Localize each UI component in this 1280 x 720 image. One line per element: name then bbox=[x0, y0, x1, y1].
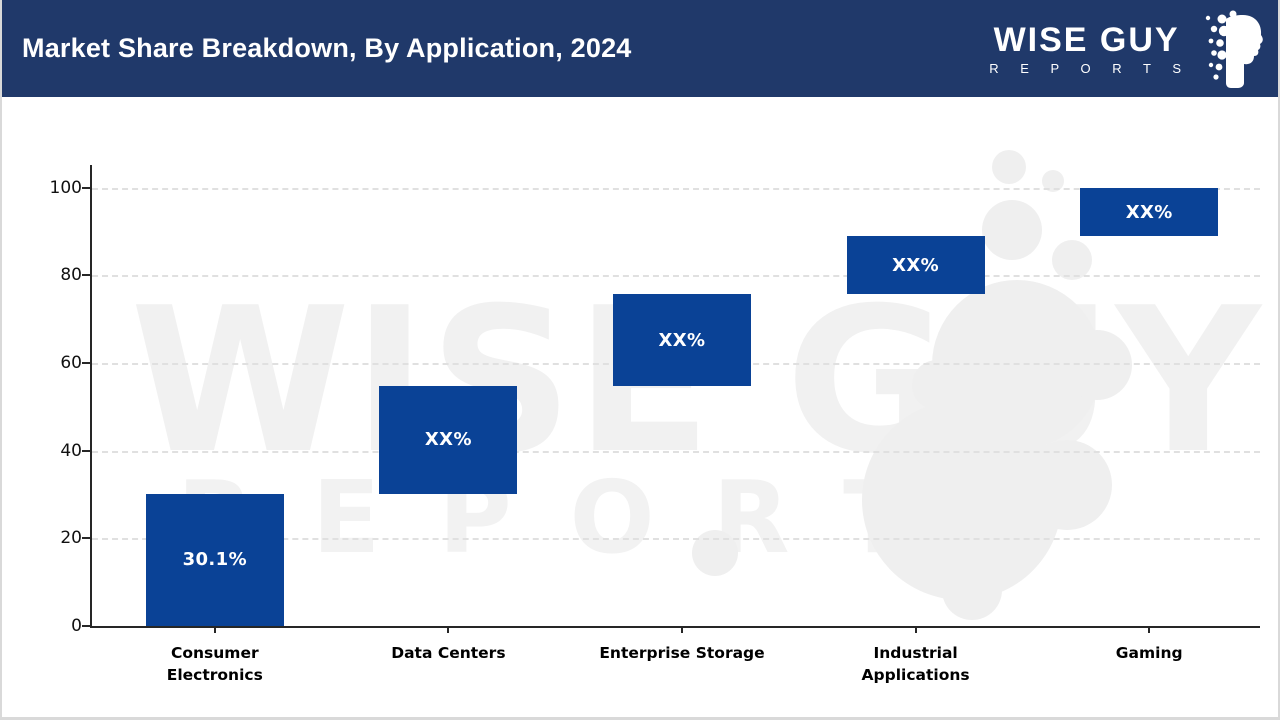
bar-value-label: XX% bbox=[1125, 201, 1173, 223]
bar-value-label: XX% bbox=[892, 254, 940, 276]
brand-subtitle: R E P O R T S bbox=[989, 60, 1190, 76]
x-axis-category-label: Consumer Electronics bbox=[166, 644, 263, 684]
y-axis-tick bbox=[82, 449, 90, 452]
brand-name: WISE GUY bbox=[993, 20, 1180, 59]
bar-value-label: 30.1% bbox=[182, 549, 248, 571]
gridline bbox=[92, 538, 1260, 541]
y-axis-tick bbox=[82, 274, 90, 277]
bar-segment: 30.1% bbox=[145, 494, 284, 626]
gridline bbox=[92, 275, 1260, 278]
y-axis-tick bbox=[82, 186, 90, 189]
y-axis-tick bbox=[82, 537, 90, 540]
bar-segment: XX% bbox=[613, 294, 751, 386]
gridline bbox=[92, 187, 1260, 190]
bar-segment: XX% bbox=[379, 385, 518, 494]
page-title: Market Share Breakdown, By Application, … bbox=[22, 33, 632, 63]
y-axis-tick-label: 40 bbox=[60, 440, 82, 461]
x-axis-category-label: Data Centers bbox=[391, 644, 506, 662]
x-axis-tick bbox=[1148, 626, 1151, 633]
x-axis-category-label: Gaming bbox=[1115, 644, 1183, 662]
bar-segment: XX% bbox=[1080, 188, 1219, 236]
x-axis-tick bbox=[447, 626, 450, 633]
header-bar: Market Share Breakdown, By Application, … bbox=[2, 0, 1278, 97]
brand-logo: WISE GUY R E P O R T S bbox=[983, 9, 1264, 89]
y-axis-tick-label: 60 bbox=[60, 352, 82, 373]
y-axis-tick-label: 100 bbox=[49, 177, 82, 198]
bar-segment: XX% bbox=[846, 235, 985, 295]
brand-logo-text: WISE GUY R E P O R T S bbox=[983, 23, 1190, 75]
y-axis-tick bbox=[82, 625, 90, 627]
chart-plot-area: 0 20 40 60 80 100 30.1% Consumer Electronics XX%… bbox=[50, 165, 1260, 684]
x-axis-category-label: Enterprise Storage bbox=[599, 644, 765, 662]
bar-value-label: XX% bbox=[658, 329, 706, 351]
gridline bbox=[92, 450, 1260, 453]
bar-value-label: XX% bbox=[424, 429, 472, 451]
y-axis-tick-label: 20 bbox=[60, 528, 82, 549]
x-axis-tick bbox=[681, 626, 683, 633]
x-axis-tick bbox=[213, 626, 216, 633]
y-axis-tick-label: 0 bbox=[71, 616, 82, 636]
y-axis-tick-label: 80 bbox=[60, 265, 82, 286]
x-axis-category-label: Industrial Applications bbox=[861, 644, 970, 684]
dotted-head-icon bbox=[1205, 10, 1263, 88]
x-axis-tick bbox=[914, 626, 917, 633]
y-axis-tick bbox=[82, 361, 90, 364]
